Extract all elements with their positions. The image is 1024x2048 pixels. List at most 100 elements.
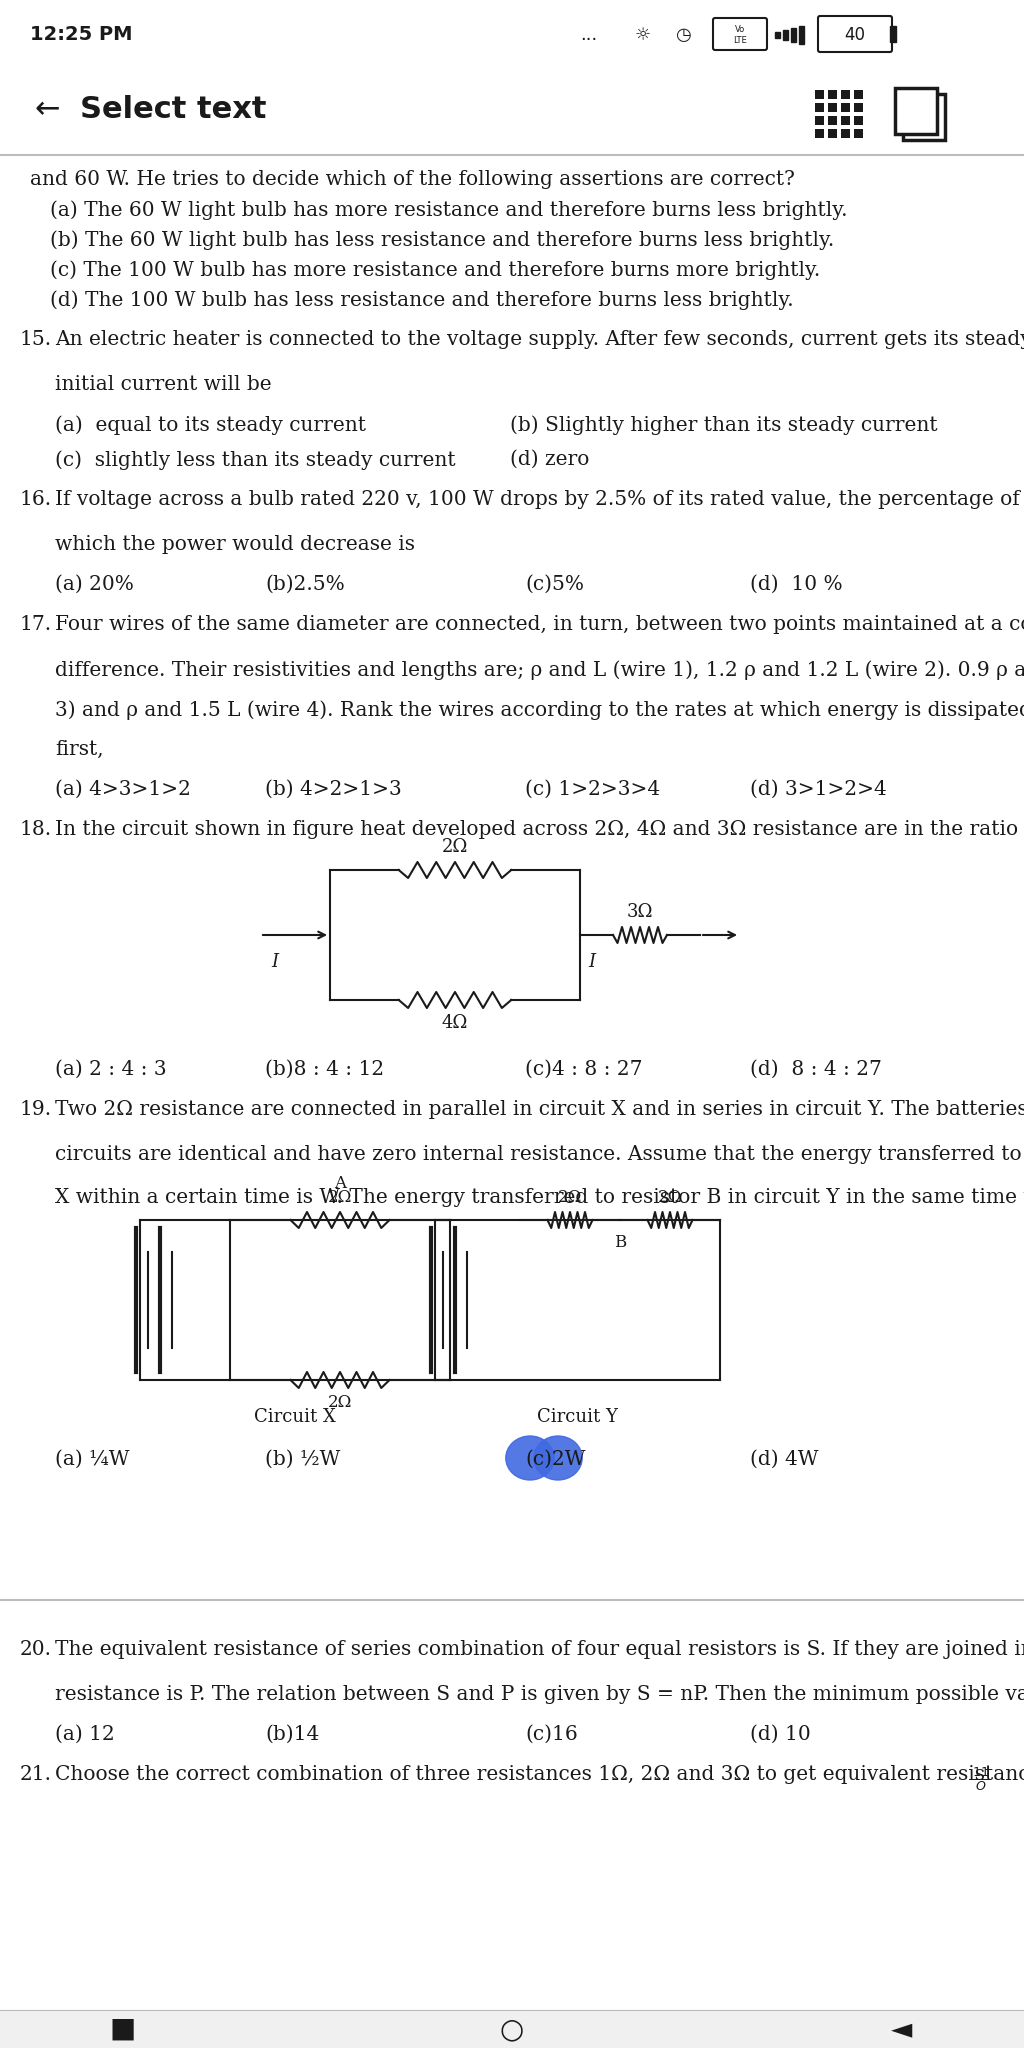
Text: (b)8 : 4 : 12: (b)8 : 4 : 12 <box>265 1061 384 1079</box>
Text: difference. Their resistivities and lengths are; ρ and L (wire 1), 1.2 ρ and 1.2: difference. Their resistivities and leng… <box>55 659 1024 680</box>
Text: B: B <box>613 1235 626 1251</box>
Text: (d) The 100 W bulb has less resistance and therefore burns less brightly.: (d) The 100 W bulb has less resistance a… <box>50 291 794 309</box>
Bar <box>815 129 824 137</box>
Text: (b)2.5%: (b)2.5% <box>265 575 345 594</box>
Text: The equivalent resistance of series combination of four equal resistors is S. If: The equivalent resistance of series comb… <box>55 1640 1024 1659</box>
Text: 40: 40 <box>845 27 865 43</box>
Text: initial current will be: initial current will be <box>55 375 271 393</box>
Text: Circuit Y: Circuit Y <box>537 1409 617 1425</box>
Text: 20.: 20. <box>20 1640 52 1659</box>
Text: An electric heater is connected to the voltage supply. After few seconds, curren: An electric heater is connected to the v… <box>55 330 1024 348</box>
Text: 2Ω: 2Ω <box>328 1190 352 1206</box>
Bar <box>0 2009 1024 2048</box>
Text: (d) 4W: (d) 4W <box>750 1450 818 1468</box>
Ellipse shape <box>506 1436 554 1481</box>
Bar <box>841 102 850 113</box>
Bar <box>828 129 837 137</box>
Text: 15.: 15. <box>20 330 52 348</box>
Text: Vo
LTE: Vo LTE <box>733 25 746 45</box>
Text: ○: ○ <box>500 2015 524 2044</box>
Text: 4Ω: 4Ω <box>441 1014 468 1032</box>
Text: I: I <box>271 952 279 971</box>
Text: (c)16: (c)16 <box>525 1724 578 1745</box>
Text: (b)14: (b)14 <box>265 1724 319 1745</box>
Text: 3) and ρ and 1.5 L (wire 4). Rank the wires according to the rates at which ener: 3) and ρ and 1.5 L (wire 4). Rank the wi… <box>55 700 1024 719</box>
Text: 2Ω: 2Ω <box>558 1190 583 1206</box>
Bar <box>890 27 896 43</box>
Text: (c) The 100 W bulb has more resistance and therefore burns more brightly.: (c) The 100 W bulb has more resistance a… <box>50 260 820 281</box>
Text: Two 2Ω resistance are connected in parallel in circuit X and in series in circui: Two 2Ω resistance are connected in paral… <box>55 1100 1024 1118</box>
Text: 19.: 19. <box>20 1100 52 1118</box>
Text: 2Ω: 2Ω <box>657 1190 682 1206</box>
Text: 2Ω: 2Ω <box>328 1395 352 1411</box>
FancyBboxPatch shape <box>713 18 767 49</box>
Text: (a) 4>3>1>2: (a) 4>3>1>2 <box>55 780 190 799</box>
Bar <box>783 31 788 41</box>
Text: (b) 4>2>1>3: (b) 4>2>1>3 <box>265 780 401 799</box>
Bar <box>828 90 837 98</box>
Bar <box>854 90 863 98</box>
Text: and 60 W. He tries to decide which of the following assertions are correct?: and 60 W. He tries to decide which of th… <box>30 170 795 188</box>
Bar <box>799 27 804 43</box>
Text: (d) 3>1>2>4: (d) 3>1>2>4 <box>750 780 887 799</box>
FancyBboxPatch shape <box>818 16 892 51</box>
Bar <box>815 90 824 98</box>
Text: 12:25 PM: 12:25 PM <box>30 25 132 45</box>
Text: (a) ¼W: (a) ¼W <box>55 1450 129 1468</box>
Text: (d) 10: (d) 10 <box>750 1724 811 1745</box>
Text: Select text: Select text <box>80 96 266 125</box>
Text: circuits are identical and have zero internal resistance. Assume that the energy: circuits are identical and have zero int… <box>55 1145 1024 1163</box>
Text: Circuit X: Circuit X <box>254 1409 336 1425</box>
Text: (b) The 60 W light bulb has less resistance and therefore burns less brightly.: (b) The 60 W light bulb has less resista… <box>50 229 835 250</box>
Text: ←: ← <box>35 96 60 125</box>
Bar <box>903 94 945 139</box>
Bar <box>841 129 850 137</box>
Bar <box>828 102 837 113</box>
Text: (d)  10 %: (d) 10 % <box>750 575 843 594</box>
Text: (c)5%: (c)5% <box>525 575 584 594</box>
Text: In the circuit shown in figure heat developed across 2Ω, 4Ω and 3Ω resistance ar: In the circuit shown in figure heat deve… <box>55 819 1024 840</box>
Bar <box>841 90 850 98</box>
Bar <box>815 117 824 125</box>
Text: 3Ω: 3Ω <box>627 903 653 922</box>
Text: If voltage across a bulb rated 220 v, 100 W drops by 2.5% of its rated value, th: If voltage across a bulb rated 220 v, 10… <box>55 489 1024 510</box>
Text: (b) Slightly higher than its steady current: (b) Slightly higher than its steady curr… <box>510 416 938 434</box>
Bar <box>841 117 850 125</box>
Bar <box>854 117 863 125</box>
Bar <box>895 88 937 133</box>
Text: (c) 1>2>3>4: (c) 1>2>3>4 <box>525 780 660 799</box>
Text: ☼: ☼ <box>635 27 651 43</box>
Text: (a) The 60 W light bulb has more resistance and therefore burns less brightly.: (a) The 60 W light bulb has more resista… <box>50 201 848 219</box>
Text: (a)  equal to its steady current: (a) equal to its steady current <box>55 416 366 434</box>
Text: (c)  slightly less than its steady current: (c) slightly less than its steady curren… <box>55 451 456 469</box>
Text: (c)4 : 8 : 27: (c)4 : 8 : 27 <box>525 1061 642 1079</box>
Text: (a) 12: (a) 12 <box>55 1724 115 1745</box>
Text: Four wires of the same diameter are connected, in turn, between two points maint: Four wires of the same diameter are conn… <box>55 614 1024 635</box>
Text: I: I <box>589 952 596 971</box>
Text: (a) 2 : 4 : 3: (a) 2 : 4 : 3 <box>55 1061 167 1079</box>
Text: 18.: 18. <box>20 819 52 840</box>
Text: (d)  8 : 4 : 27: (d) 8 : 4 : 27 <box>750 1061 882 1079</box>
Text: $\frac{11}{O}$: $\frac{11}{O}$ <box>972 1765 990 1792</box>
Text: Choose the correct combination of three resistances 1Ω, 2Ω and 3Ω to get equival: Choose the correct combination of three … <box>55 1765 1024 1784</box>
Text: A: A <box>334 1176 346 1192</box>
Bar <box>775 33 780 39</box>
Text: ◷: ◷ <box>675 27 691 43</box>
Bar <box>854 129 863 137</box>
Bar <box>791 29 796 43</box>
Text: 2Ω: 2Ω <box>441 838 468 856</box>
Text: 21.: 21. <box>20 1765 52 1784</box>
Bar <box>854 102 863 113</box>
Text: X within a certain time is W. The energy transferred to resistor B in circuit Y : X within a certain time is W. The energy… <box>55 1188 1024 1206</box>
Text: (a) 20%: (a) 20% <box>55 575 134 594</box>
Bar <box>828 117 837 125</box>
Text: first,: first, <box>55 739 103 760</box>
Text: (d) zero: (d) zero <box>510 451 590 469</box>
Text: 17.: 17. <box>20 614 52 635</box>
Text: (b) ½W: (b) ½W <box>265 1450 340 1468</box>
Bar <box>815 102 824 113</box>
Text: resistance is P. The relation between S and P is given by S = nP. Then the minim: resistance is P. The relation between S … <box>55 1686 1024 1704</box>
Text: ■: ■ <box>110 2015 136 2044</box>
Text: which the power would decrease is: which the power would decrease is <box>55 535 415 555</box>
Ellipse shape <box>534 1436 583 1481</box>
